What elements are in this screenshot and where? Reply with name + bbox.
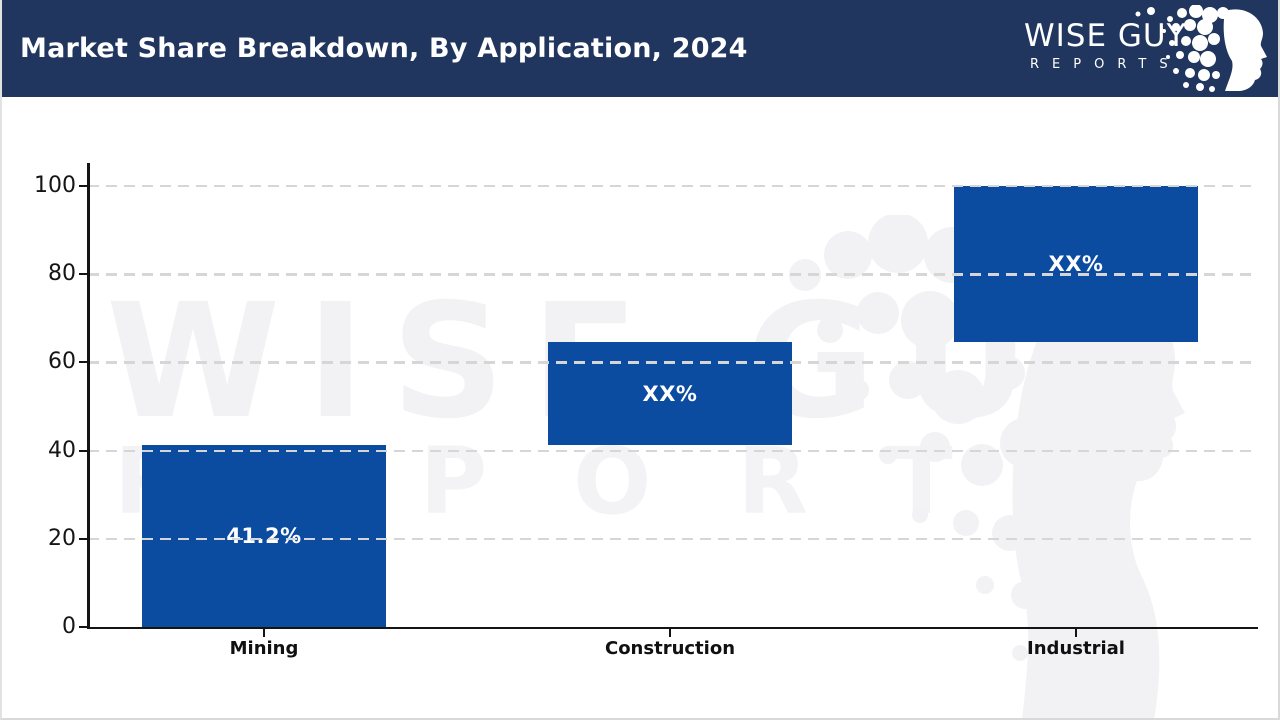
x-tick-mark xyxy=(1075,629,1077,637)
x-tick-mark xyxy=(263,629,265,637)
wiseguy-reports-logo: WISE GUY REPORTS xyxy=(1024,4,1267,92)
gridline-40 xyxy=(88,449,1258,453)
header-bar: Market Share Breakdown, By Application, … xyxy=(0,0,1280,97)
x-tick-label-construction: Construction xyxy=(604,638,736,659)
gridline-20 xyxy=(88,537,1258,541)
y-tick-label: 80 xyxy=(48,261,76,287)
y-tick-label: 100 xyxy=(34,172,76,198)
gridline-80 xyxy=(88,273,1258,276)
logo-wordmark: WISE GUY xyxy=(1024,18,1187,54)
x-tick-mark xyxy=(669,629,671,637)
y-axis-line xyxy=(87,163,90,629)
gridline-60 xyxy=(88,361,1258,364)
y-tick-label: 20 xyxy=(48,525,76,551)
y-tick-label: 0 xyxy=(62,614,76,639)
logo-subtext: REPORTS xyxy=(1030,57,1181,72)
bar-value-label: XX% xyxy=(1048,251,1104,276)
chart-title: Market Share Breakdown, By Application, … xyxy=(20,33,748,64)
bar-mining: 41.2% xyxy=(142,445,386,627)
y-tick-mark xyxy=(79,537,88,540)
watermark-face-profile xyxy=(1012,277,1185,720)
logo-head-dots-icon xyxy=(1135,4,1267,92)
x-tick-label-industrial: Industrial xyxy=(1027,638,1125,659)
x-tick-label-mining: Mining xyxy=(229,638,299,659)
y-tick-mark xyxy=(79,184,88,187)
y-tick-mark xyxy=(79,626,88,628)
bar-construction: XX% xyxy=(548,341,792,446)
x-axis-line xyxy=(87,626,1258,629)
bar-value-label: 41.2% xyxy=(226,524,302,549)
y-tick-mark xyxy=(79,449,88,452)
bar-industrial: XX% xyxy=(954,185,1198,342)
bar-value-label: XX% xyxy=(642,381,698,406)
logo-face-profile-icon xyxy=(1223,8,1267,91)
watermark-head-graphic xyxy=(789,215,1185,720)
y-tick-label: 40 xyxy=(48,437,76,463)
gridline-100 xyxy=(88,184,1258,188)
y-tick-label: 60 xyxy=(48,349,76,375)
y-tick-mark xyxy=(79,361,88,364)
y-tick-mark xyxy=(79,273,88,276)
